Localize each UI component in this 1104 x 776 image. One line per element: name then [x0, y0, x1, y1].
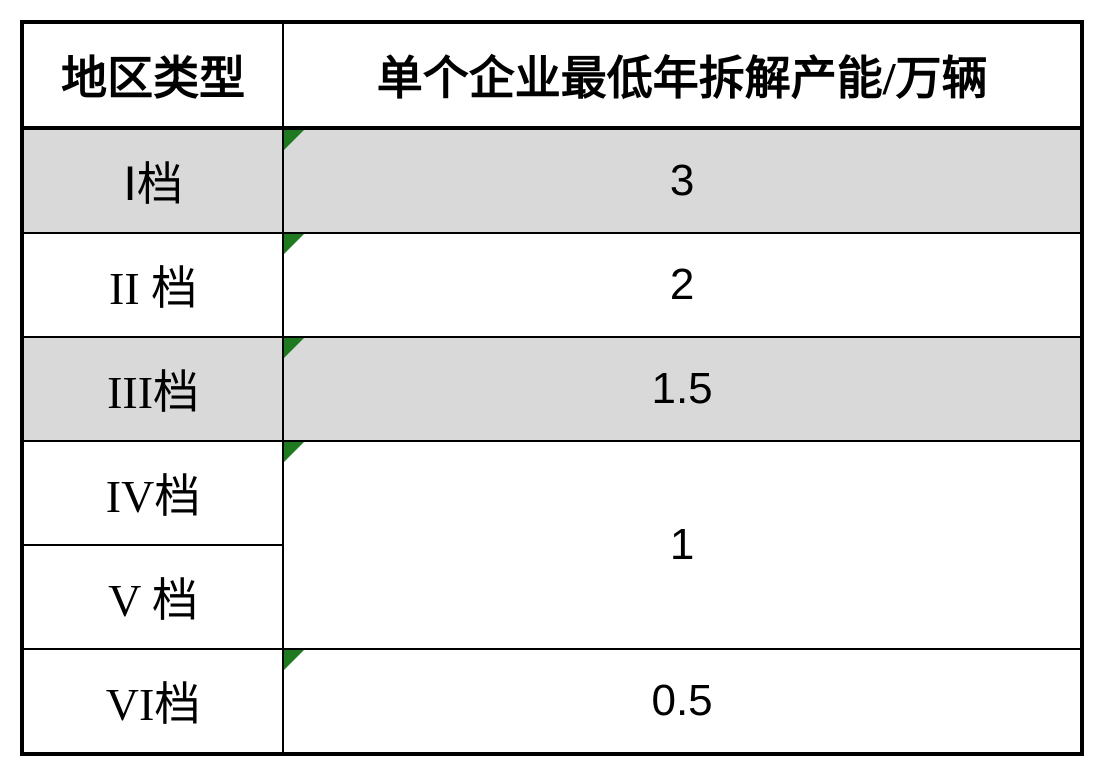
tier-6-value: 0.5: [283, 649, 1082, 754]
tier-2-value: 2: [283, 233, 1082, 337]
tier-2-label: II 档: [22, 233, 283, 337]
tier-1-label: Ⅰ档: [22, 128, 283, 233]
table-row: IV档 1: [22, 441, 1082, 545]
header-min-capacity: 单个企业最低年拆解产能/万辆: [283, 22, 1082, 128]
tier-6-label: VI档: [22, 649, 283, 754]
table-row: Ⅰ档 3: [22, 128, 1082, 233]
tier-3-value: 1.5: [283, 337, 1082, 441]
tier-4-5-value: 1: [283, 441, 1082, 649]
table-header-row: 地区类型 单个企业最低年拆解产能/万辆: [22, 22, 1082, 128]
table-row: II 档 2: [22, 233, 1082, 337]
header-region-type: 地区类型: [22, 22, 283, 128]
tier-4-label: IV档: [22, 441, 283, 545]
tier-3-label: III档: [22, 337, 283, 441]
table-row: VI档 0.5: [22, 649, 1082, 754]
table-row: III档 1.5: [22, 337, 1082, 441]
capacity-table-container: 地区类型 单个企业最低年拆解产能/万辆 Ⅰ档 3 II 档 2 III档 1.5…: [20, 20, 1084, 756]
tier-1-value: 3: [283, 128, 1082, 233]
capacity-table: 地区类型 单个企业最低年拆解产能/万辆 Ⅰ档 3 II 档 2 III档 1.5…: [20, 20, 1084, 756]
tier-5-label: V 档: [22, 545, 283, 649]
